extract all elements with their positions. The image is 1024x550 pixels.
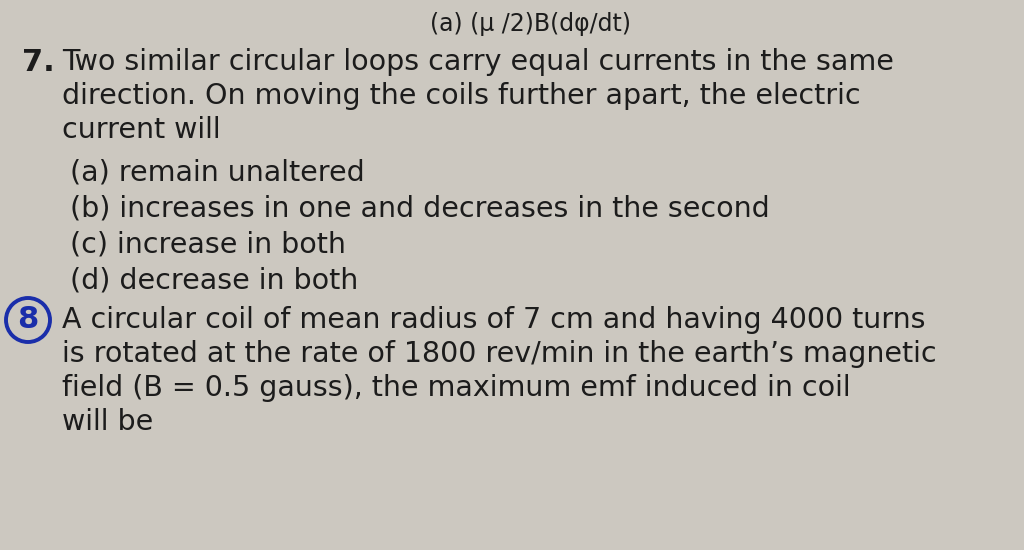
Text: 7.: 7. [22,48,54,77]
Text: (d) decrease in both: (d) decrease in both [70,266,358,294]
Text: field (B = 0.5 gauss), the maximum emf induced in coil: field (B = 0.5 gauss), the maximum emf i… [62,374,851,402]
Text: direction. On moving the coils further apart, the electric: direction. On moving the coils further a… [62,82,860,110]
Text: current will: current will [62,116,220,144]
Text: Two similar circular loops carry equal currents in the same: Two similar circular loops carry equal c… [62,48,894,76]
Text: (a) remain unaltered: (a) remain unaltered [70,158,365,186]
Text: will be: will be [62,408,154,436]
Text: (b) increases in one and decreases in the second: (b) increases in one and decreases in th… [70,194,770,222]
Text: A circular coil of mean radius of 7 cm and having 4000 turns: A circular coil of mean radius of 7 cm a… [62,306,926,334]
Text: is rotated at the rate of 1800 rev/min in the earth’s magnetic: is rotated at the rate of 1800 rev/min i… [62,340,937,368]
Text: (a) (μ /2)B(dφ/dt): (a) (μ /2)B(dφ/dt) [429,12,631,36]
Text: 8: 8 [17,305,39,333]
Text: (c) increase in both: (c) increase in both [70,230,346,258]
